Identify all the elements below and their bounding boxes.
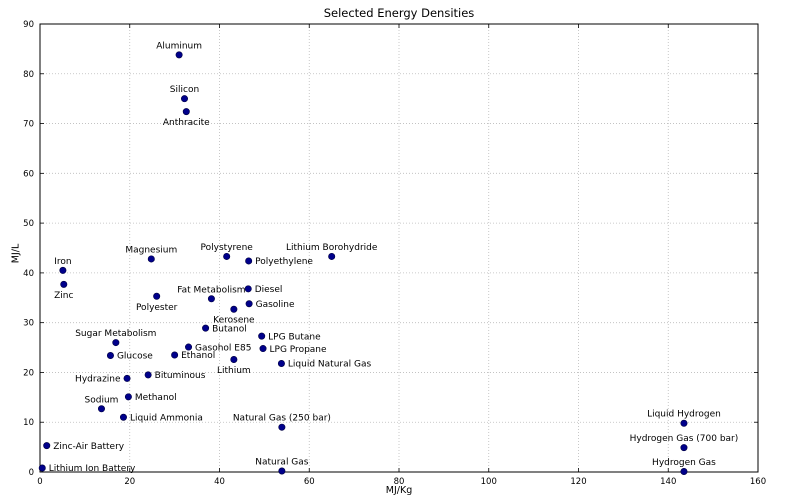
- data-point: [38, 464, 46, 472]
- point-label: Hydrazine: [75, 375, 121, 385]
- y-tick-label: 0: [29, 468, 34, 478]
- point-label: Lithium: [217, 366, 251, 376]
- y-tick-label: 50: [23, 219, 34, 229]
- point-label: Silicon: [170, 85, 199, 95]
- point-label: Zinc: [54, 291, 73, 301]
- point-label: Sodium: [85, 395, 119, 405]
- point-label: Magnesium: [125, 245, 177, 255]
- point-label: Butanol: [212, 324, 247, 334]
- data-point: [119, 413, 127, 421]
- data-point: [278, 467, 286, 475]
- data-point: [182, 108, 190, 116]
- x-tick-label: 140: [660, 477, 676, 487]
- point-label: Hydrogen Gas: [652, 458, 716, 468]
- point-label: Lithium Borohydride: [286, 243, 378, 253]
- data-point: [202, 324, 210, 332]
- data-point: [277, 359, 285, 367]
- y-tick-label: 70: [23, 120, 34, 130]
- y-tick-label: 40: [23, 269, 34, 279]
- point-label: Diesel: [255, 285, 283, 295]
- data-point: [245, 300, 253, 308]
- point-label: Zinc-Air Battery: [53, 442, 125, 452]
- data-point: [278, 423, 286, 431]
- data-point: [171, 351, 179, 359]
- x-axis-label: MJ/Kg: [385, 485, 413, 496]
- point-label: Liquid Hydrogen: [647, 410, 721, 420]
- data-point: [97, 405, 105, 413]
- data-point: [43, 442, 51, 450]
- data-point: [680, 468, 688, 476]
- point-label: Gasohol E85: [195, 343, 251, 353]
- data-point: [112, 339, 120, 347]
- y-tick-label: 80: [23, 70, 34, 80]
- data-point: [259, 345, 267, 353]
- y-tick-label: 10: [23, 418, 34, 428]
- data-point: [175, 51, 183, 59]
- point-label: Natural Gas: [255, 458, 309, 468]
- data-point: [244, 285, 252, 293]
- point-label: LPG Propane: [270, 345, 327, 355]
- point-label: Glucose: [117, 352, 153, 362]
- point-label: Iron: [54, 257, 71, 267]
- data-point: [680, 419, 688, 427]
- data-point: [328, 252, 336, 260]
- y-tick-label: 30: [23, 319, 34, 329]
- data-point: [59, 266, 67, 274]
- point-label: LPG Butane: [268, 332, 321, 342]
- point-label: Anthracite: [163, 118, 210, 128]
- chart-title: Selected Energy Densities: [323, 6, 475, 20]
- point-label: Gasoline: [256, 300, 295, 310]
- x-tick-label: 20: [124, 477, 135, 487]
- data-point: [144, 371, 152, 379]
- point-label: Natural Gas (250 bar): [233, 414, 331, 424]
- x-tick-label: 40: [214, 477, 225, 487]
- point-label: Polyester: [136, 303, 178, 313]
- data-point: [207, 295, 215, 303]
- data-point: [124, 393, 132, 401]
- x-tick-label: 120: [570, 477, 586, 487]
- point-label: Polyethylene: [255, 257, 313, 267]
- data-point: [223, 252, 231, 260]
- data-point: [245, 257, 253, 265]
- data-point: [230, 356, 238, 364]
- y-axis-label: MJ/L: [10, 243, 22, 264]
- data-point: [153, 292, 161, 300]
- point-label: Ethanol: [181, 351, 215, 361]
- y-tick-label: 90: [23, 20, 34, 30]
- point-label: Bituminous: [155, 371, 206, 381]
- x-tick-label: 100: [481, 477, 497, 487]
- point-label: Methanol: [135, 393, 177, 403]
- x-tick-label: 80: [394, 477, 405, 487]
- point-label: Aluminum: [156, 41, 202, 51]
- data-point: [230, 305, 238, 313]
- point-label: Polystyrene: [201, 243, 254, 253]
- data-point: [180, 95, 188, 103]
- data-point: [123, 374, 131, 382]
- point-label: Liquid Ammonia: [130, 413, 203, 423]
- point-label: Kerosene: [213, 316, 255, 326]
- x-tick-label: 160: [750, 477, 766, 487]
- y-tick-label: 20: [23, 368, 34, 378]
- x-tick-label: 60: [304, 477, 315, 487]
- point-label: Fat Metabolism: [177, 285, 245, 295]
- point-label: Sugar Metabolism: [75, 329, 156, 339]
- data-point: [147, 255, 155, 263]
- data-point: [106, 352, 114, 360]
- data-point: [185, 343, 193, 351]
- x-tick-label: 0: [37, 477, 42, 487]
- data-point: [680, 444, 688, 452]
- data-point: [60, 280, 68, 288]
- point-label: Lithium Ion Battery: [49, 464, 136, 474]
- point-label: Hydrogen Gas (700 bar): [630, 434, 739, 444]
- point-label: Liquid Natural Gas: [288, 360, 372, 370]
- data-point: [258, 332, 266, 340]
- y-tick-label: 60: [23, 169, 34, 179]
